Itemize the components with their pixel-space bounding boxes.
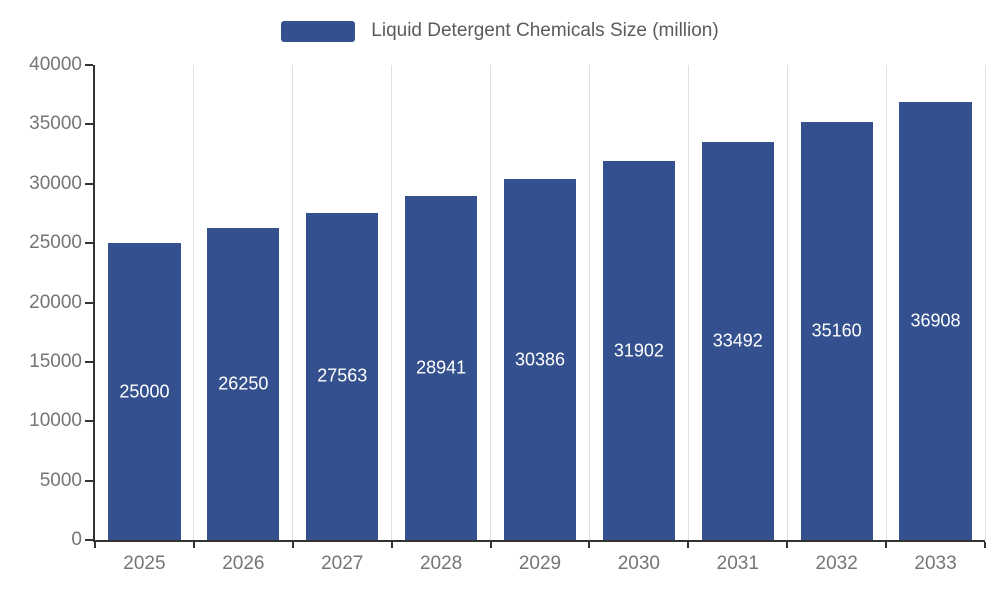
y-axis-line <box>93 65 95 542</box>
legend-swatch <box>281 20 356 42</box>
bar-2029[interactable]: 30386 <box>503 179 577 540</box>
x-axis-line <box>93 540 985 542</box>
bar-value-label: 31902 <box>613 340 664 361</box>
bar-2031[interactable]: 33492 <box>701 142 774 540</box>
bar-value-label: 33492 <box>712 330 763 351</box>
x-tick-mark <box>588 542 591 548</box>
x-tick-label: 2025 <box>123 553 166 574</box>
gridline-vertical <box>193 65 195 540</box>
y-tick-mark <box>85 182 93 185</box>
x-tick-label: 2029 <box>518 553 562 574</box>
bar-value-label: 27563 <box>317 365 368 386</box>
bar-value-label: 25000 <box>119 381 170 402</box>
y-tick-label: 5000 <box>39 469 82 491</box>
bar-value-label: 36908 <box>910 310 961 331</box>
gridline-vertical <box>588 65 590 540</box>
x-tick-label: 2027 <box>321 553 364 574</box>
bar-value-label: 35160 <box>811 320 862 341</box>
y-tick-mark <box>85 301 93 304</box>
y-tick-label: 0 <box>71 529 82 550</box>
y-tick-label: 40000 <box>29 54 82 75</box>
bar-2026[interactable]: 26250 <box>207 228 280 540</box>
y-tick-mark <box>85 360 93 363</box>
legend-label: Liquid Detergent Chemicals Size (million… <box>371 20 719 41</box>
bar-2030[interactable]: 31902 <box>602 161 675 540</box>
plot-area: 25000 26250 27563 28941 30386 31902 33492 35160… <box>95 65 986 540</box>
gridline-vertical <box>687 65 689 540</box>
legend[interactable]: Liquid Detergent Chemicals Size (million… <box>0 20 1000 42</box>
x-tick-label: 2028 <box>419 553 463 574</box>
y-tick-label: 20000 <box>29 291 82 313</box>
y-tick-label: 30000 <box>29 172 82 194</box>
x-tick-mark <box>192 542 195 548</box>
x-tick-label: 2030 <box>617 553 661 574</box>
y-tick-label: 25000 <box>29 232 82 254</box>
y-tick-mark <box>85 479 93 482</box>
bar-value-label: 30386 <box>514 349 566 370</box>
x-tick-label: 2033 <box>914 553 957 574</box>
x-tick-mark <box>786 542 789 548</box>
y-tick-label: 10000 <box>29 410 82 432</box>
bar-2032[interactable]: 35160 <box>800 122 873 540</box>
y-tick-mark <box>85 123 93 126</box>
x-tick-mark <box>984 542 986 548</box>
bar-value-label: 28941 <box>416 357 467 378</box>
x-tick-mark <box>885 542 888 548</box>
gridline-vertical <box>391 65 393 540</box>
bar-2028[interactable]: 28941 <box>405 196 478 540</box>
gridline-vertical <box>292 65 294 540</box>
y-tick-label: 35000 <box>29 113 82 135</box>
y-tick-label: 15000 <box>29 350 82 372</box>
x-tick-mark <box>291 542 294 548</box>
x-tick-mark <box>687 542 690 548</box>
x-tick-mark <box>390 542 393 548</box>
gridline-vertical <box>490 65 492 540</box>
bar-value-label: 26250 <box>218 373 269 394</box>
x-tick-mark <box>489 542 492 548</box>
gridline-vertical <box>786 65 788 540</box>
y-tick-mark <box>85 539 93 541</box>
x-tick-label: 2031 <box>716 553 759 574</box>
gridline-vertical <box>885 65 887 540</box>
bar-2033[interactable]: 36908 <box>899 101 972 540</box>
y-tick-mark <box>85 420 93 423</box>
y-tick-mark <box>85 64 93 66</box>
y-tick-mark <box>85 242 93 245</box>
gridline-vertical <box>984 65 986 540</box>
x-tick-label: 2026 <box>222 553 265 574</box>
x-tick-mark <box>94 542 96 548</box>
bar-2027[interactable]: 27563 <box>306 212 379 540</box>
x-tick-label: 2032 <box>815 553 858 574</box>
bar-2025[interactable]: 25000 <box>108 243 181 540</box>
